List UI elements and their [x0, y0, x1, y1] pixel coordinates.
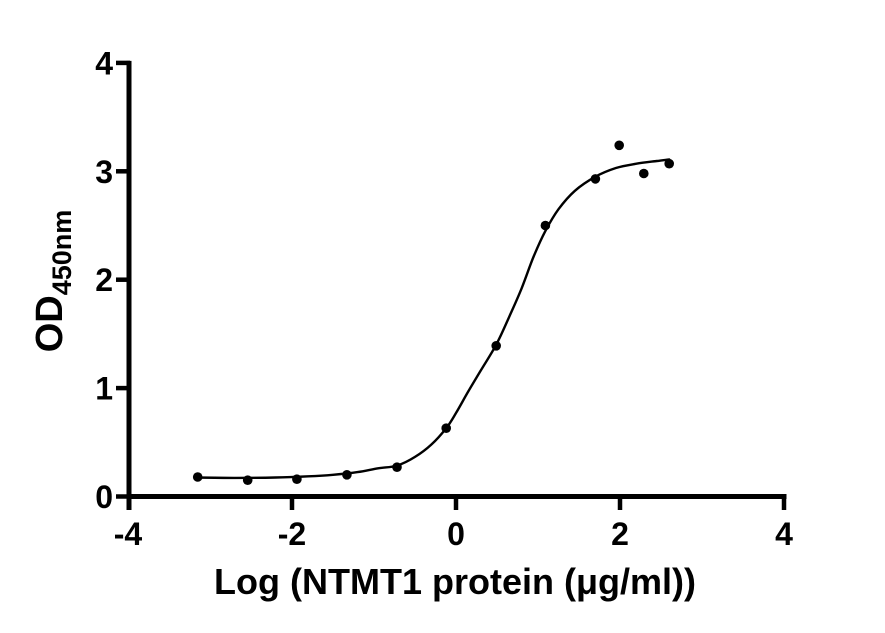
data-point-2 — [292, 474, 302, 485]
x-tick-label-2: 2 — [611, 516, 629, 552]
y-axis-tick-labels: 0 1 2 3 4 — [95, 45, 113, 515]
y-tick-label-3: 3 — [95, 154, 113, 190]
y-tick-label-4: 4 — [95, 45, 113, 81]
data-point-7 — [540, 220, 551, 231]
x-tick-label--4: -4 — [114, 516, 143, 552]
x-axis-title: Log (NTMT1 protein (μg/ml)) — [214, 561, 696, 602]
y-tick-label-2: 2 — [95, 262, 113, 298]
x-axis-tick-labels: -4 -2 0 2 4 — [114, 516, 793, 552]
data-point-11 — [664, 158, 674, 169]
data-point-4 — [392, 462, 402, 473]
x-tick-label-0: 0 — [447, 516, 465, 552]
data-point-5 — [441, 423, 452, 434]
data-point-1 — [242, 475, 253, 486]
axes — [116, 60, 787, 510]
y-axis-title-subscript: 450nm — [47, 210, 77, 296]
y-tick-label-0: 0 — [95, 479, 113, 515]
y-axis-title: OD450nm — [29, 210, 77, 353]
x-tick-label--2: -2 — [278, 516, 306, 552]
y-axis-title-main: OD — [29, 295, 71, 352]
data-point-6 — [491, 341, 502, 351]
data-point-9 — [614, 140, 624, 151]
data-point-3 — [342, 470, 352, 480]
data-points — [192, 140, 674, 486]
y-tick-label-1: 1 — [95, 371, 113, 407]
data-point-10 — [639, 168, 649, 179]
fit-curve-line — [196, 158, 671, 480]
x-tick-label-4: 4 — [775, 516, 793, 552]
data-point-0 — [192, 472, 203, 482]
data-point-8 — [590, 174, 601, 184]
